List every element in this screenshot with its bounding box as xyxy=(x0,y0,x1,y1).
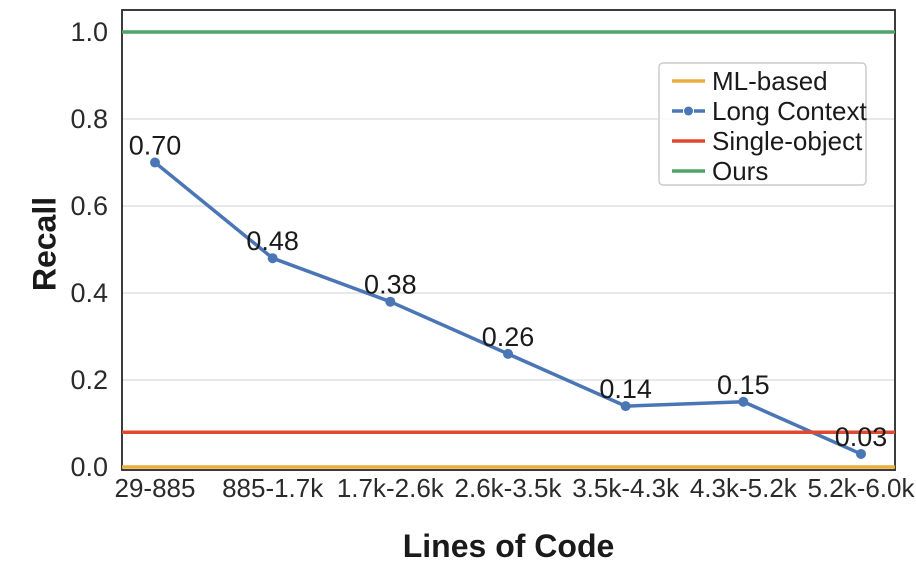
data-point-long-context xyxy=(503,348,513,359)
x-tick-label: 2.6k-3.5k xyxy=(455,473,563,503)
point-value-label: 0.48 xyxy=(246,226,299,256)
legend-box xyxy=(658,62,867,186)
legend-marker-icon xyxy=(684,106,693,116)
x-tick-label: 1.7k-2.6k xyxy=(337,473,445,503)
y-tick-label: 0.6 xyxy=(70,191,108,221)
y-axis-label: Recall xyxy=(26,196,63,292)
data-point-long-context xyxy=(385,296,396,307)
data-point-long-context xyxy=(150,157,160,168)
data-point-long-context xyxy=(738,396,749,407)
y-tick-label: 0.2 xyxy=(70,365,108,395)
data-point-long-context xyxy=(856,448,866,459)
y-tick-label: 0.0 xyxy=(70,452,108,482)
point-value-label: 0.70 xyxy=(129,131,182,161)
x-axis-label: Lines of Code xyxy=(402,528,615,564)
legend-label-long-context: Long Context xyxy=(712,96,867,126)
x-tick-label: 885-1.7k xyxy=(222,473,324,503)
point-value-label: 0.38 xyxy=(364,270,417,300)
y-tick-label: 0.8 xyxy=(70,104,108,134)
point-value-label: 0.14 xyxy=(599,374,652,404)
point-value-label: 0.26 xyxy=(482,322,535,352)
y-tick-label: 0.4 xyxy=(70,278,108,308)
point-value-label: 0.03 xyxy=(835,422,888,452)
legend-label-ours: Ours xyxy=(712,156,768,186)
data-point-long-context xyxy=(620,401,631,412)
legend-label-ml-based: ML-based xyxy=(712,66,828,96)
x-tick-label: 5.2k-6.0k xyxy=(808,473,916,503)
x-tick-label: 3.5k-4.3k xyxy=(572,473,680,503)
plot-border xyxy=(121,9,896,471)
x-tick-label: 4.3k-5.2k xyxy=(690,473,798,503)
point-value-label: 0.15 xyxy=(717,370,770,400)
legend-label-single-object: Single-object xyxy=(712,126,863,156)
y-tick-label: 1.0 xyxy=(70,17,108,47)
data-point-long-context xyxy=(267,253,278,264)
x-tick-label: 29-885 xyxy=(115,473,196,503)
